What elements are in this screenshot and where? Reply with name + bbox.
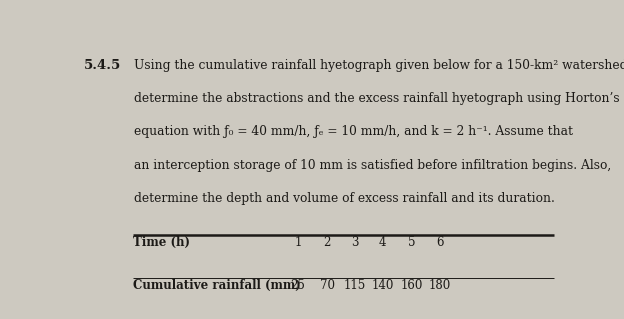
Text: 6: 6 [436,236,444,249]
Text: 5.4.5: 5.4.5 [84,59,122,72]
Text: Cumulative rainfall (mm): Cumulative rainfall (mm) [133,279,300,292]
Text: 25: 25 [291,279,306,292]
Text: determine the depth and volume of excess rainfall and its duration.: determine the depth and volume of excess… [134,192,555,205]
Text: Using the cumulative rainfall hyetograph given below for a 150-km² watershed,: Using the cumulative rainfall hyetograph… [134,59,624,72]
Text: 140: 140 [371,279,394,292]
Text: 4: 4 [379,236,386,249]
Text: 2: 2 [323,236,331,249]
Text: an interception storage of 10 mm is satisfied before infiltration begins. Also,: an interception storage of 10 mm is sati… [134,159,611,172]
Text: 115: 115 [343,279,366,292]
Text: equation with ƒ₀ = 40 mm/h, ƒₑ = 10 mm/h, and k = 2 h⁻¹. Assume that: equation with ƒ₀ = 40 mm/h, ƒₑ = 10 mm/h… [134,125,573,138]
Text: 180: 180 [429,279,451,292]
Text: 3: 3 [351,236,358,249]
Text: determine the abstractions and the excess rainfall hyetograph using Horton’s: determine the abstractions and the exces… [134,92,619,105]
Text: 5: 5 [408,236,416,249]
Text: 70: 70 [319,279,334,292]
Text: 160: 160 [401,279,423,292]
Text: 1: 1 [295,236,302,249]
Text: Time (h): Time (h) [133,236,190,249]
